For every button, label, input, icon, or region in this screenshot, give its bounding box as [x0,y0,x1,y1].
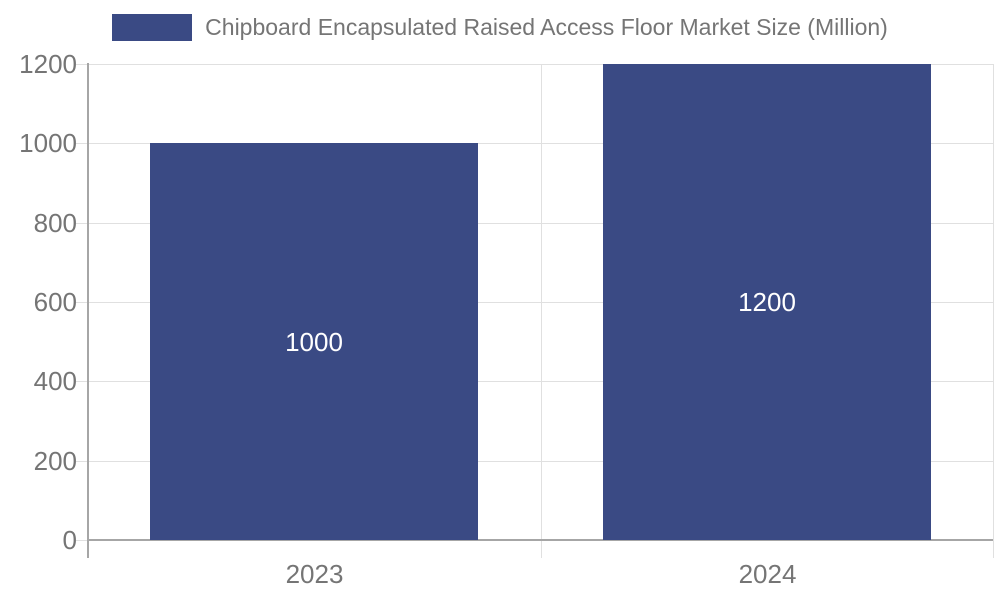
y-axis-label: 800 [33,208,77,238]
plot-right-border [993,64,994,558]
legend-label: Chipboard Encapsulated Raised Access Flo… [205,14,888,40]
x-axis-label: 2023 [285,559,344,589]
y-axis-tick [76,302,88,303]
gridline [88,302,993,303]
bar-value-label: 1000 [285,327,343,357]
y-axis-label: 400 [33,366,77,396]
y-axis-label: 1200 [19,49,77,79]
x-axis-label: 2024 [738,559,797,589]
bar-2023[interactable] [150,143,478,540]
legend-swatch [112,14,193,41]
y-axis-label: 600 [33,287,77,317]
gridline [88,143,993,144]
y-axis-label: 0 [62,525,77,555]
gridline [88,461,993,462]
y-axis-tick [76,461,88,462]
x-axis-line [88,539,993,541]
category-separator [541,64,542,558]
y-axis-tick [76,381,88,382]
y-axis-label: 200 [33,446,77,476]
gridline [88,223,993,224]
bar-value-label: 1200 [738,287,796,317]
y-axis-tick [76,64,88,65]
y-axis-tick [76,540,88,541]
legend-item[interactable]: Chipboard Encapsulated Raised Access Flo… [0,14,1000,41]
y-axis-tick [76,143,88,144]
y-axis-line [87,63,89,558]
y-axis-tick [76,223,88,224]
gridline [88,381,993,382]
gridline [88,64,993,65]
y-axis-label: 1000 [19,128,77,158]
bar-2024[interactable] [603,64,931,540]
